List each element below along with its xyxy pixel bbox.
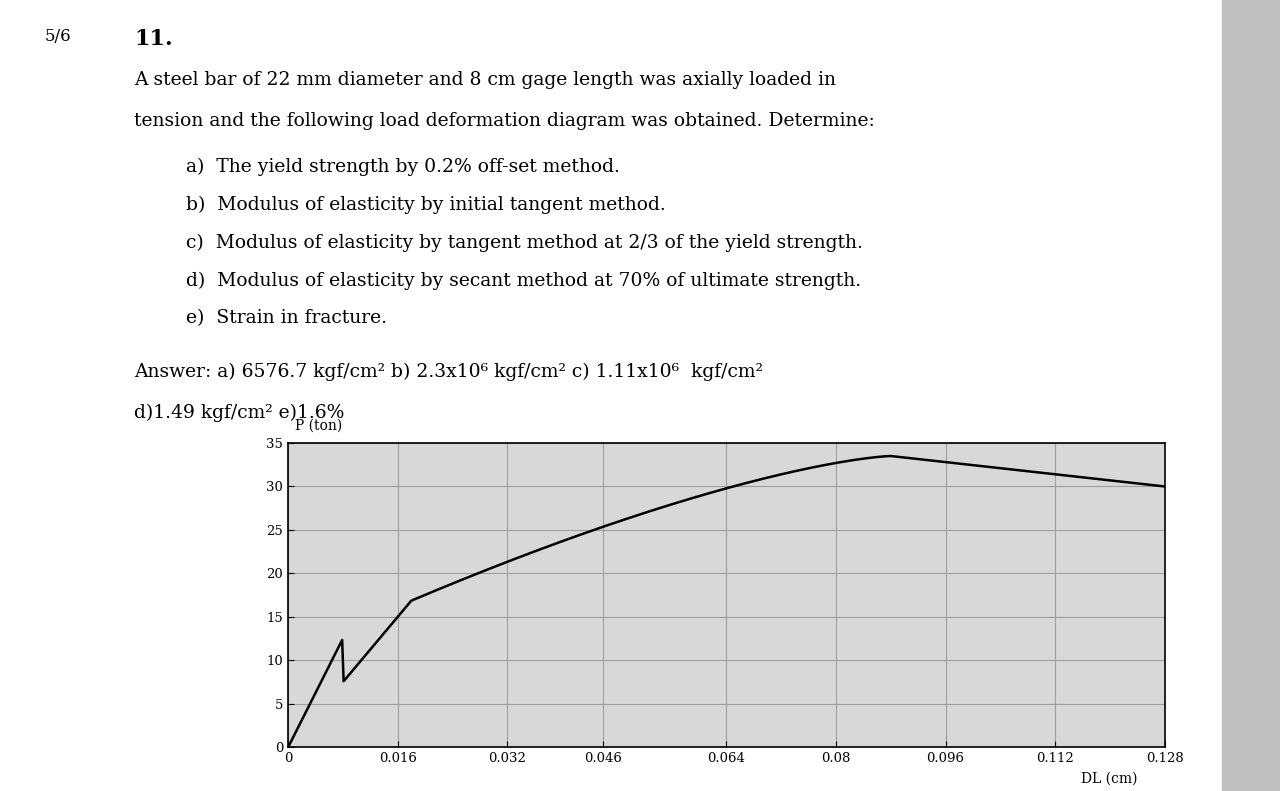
Text: c)  Modulus of elasticity by tangent method at 2/3 of the yield strength.: c) Modulus of elasticity by tangent meth… <box>186 233 863 252</box>
Text: a)  The yield strength by 0.2% off-set method.: a) The yield strength by 0.2% off-set me… <box>186 157 620 176</box>
Text: 5/6: 5/6 <box>45 28 72 44</box>
Text: d)  Modulus of elasticity by secant method at 70% of ultimate strength.: d) Modulus of elasticity by secant metho… <box>186 271 860 290</box>
Text: 11.: 11. <box>134 28 173 50</box>
Text: e)  Strain in fracture.: e) Strain in fracture. <box>186 309 387 327</box>
Bar <box>1222 0 1280 791</box>
Text: d)1.49 kgf/cm² e)1.6%: d)1.49 kgf/cm² e)1.6% <box>134 404 344 422</box>
Text: Answer: a) 6576.7 kgf/cm² b) 2.3x10⁶ kgf/cm² c) 1.11x10⁶  kgf/cm²: Answer: a) 6576.7 kgf/cm² b) 2.3x10⁶ kgf… <box>134 363 763 381</box>
Text: A steel bar of 22 mm diameter and 8 cm gage length was axially loaded in: A steel bar of 22 mm diameter and 8 cm g… <box>134 71 836 89</box>
Text: P (ton): P (ton) <box>294 418 342 433</box>
Text: DL (cm): DL (cm) <box>1080 772 1138 785</box>
Text: tension and the following load deformation diagram was obtained. Determine:: tension and the following load deformati… <box>134 112 876 131</box>
Text: b)  Modulus of elasticity by initial tangent method.: b) Modulus of elasticity by initial tang… <box>186 195 666 214</box>
